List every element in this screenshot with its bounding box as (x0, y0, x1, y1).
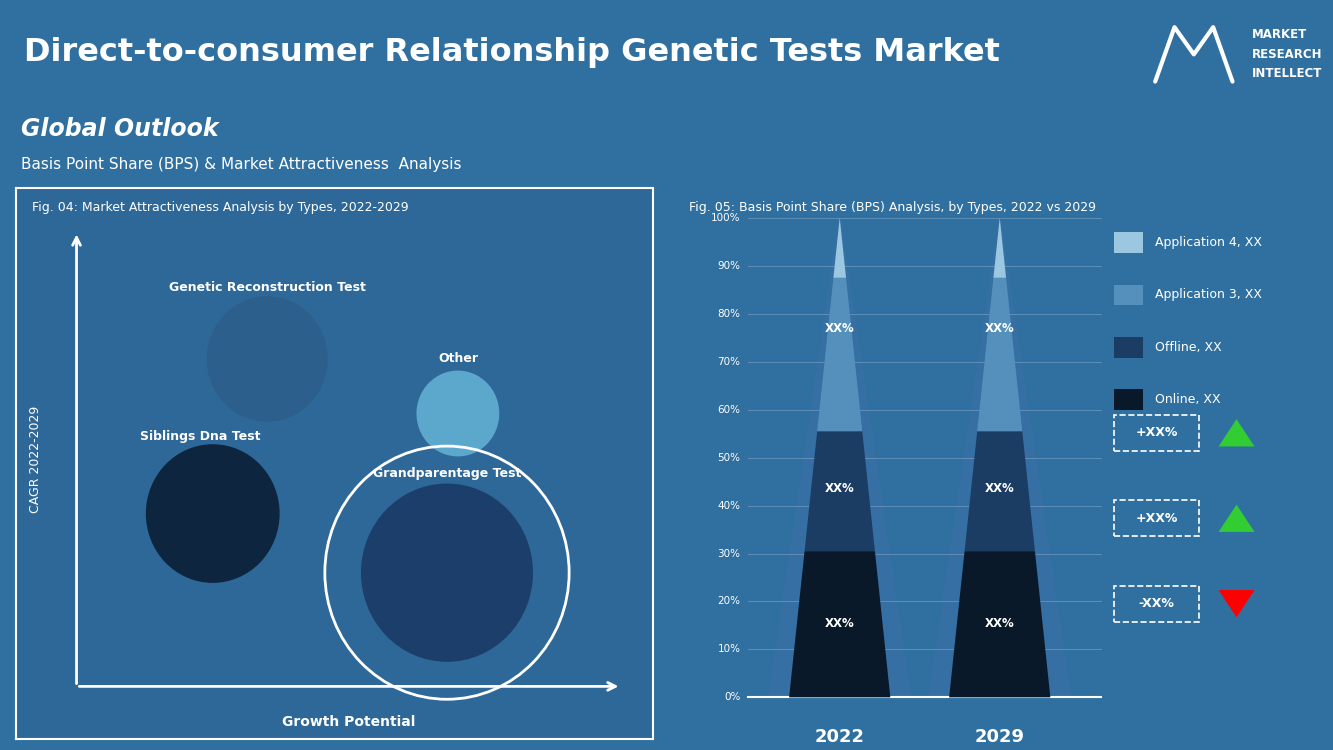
Text: 20%: 20% (717, 596, 740, 607)
Text: -XX%: -XX% (1138, 597, 1174, 610)
Text: Siblings Dna Test: Siblings Dna Test (140, 430, 260, 443)
Text: +XX%: +XX% (1136, 426, 1177, 439)
Text: Genetic Reconstruction Test: Genetic Reconstruction Test (169, 280, 365, 294)
Ellipse shape (207, 296, 328, 422)
Text: XX%: XX% (985, 616, 1014, 629)
Text: 100%: 100% (710, 213, 740, 223)
Polygon shape (977, 278, 1022, 431)
Text: 2022: 2022 (814, 728, 865, 746)
Polygon shape (1218, 590, 1254, 617)
Text: Application 3, XX: Application 3, XX (1156, 289, 1262, 302)
Text: Direct-to-consumer Relationship Genetic Tests Market: Direct-to-consumer Relationship Genetic … (24, 37, 1000, 68)
Polygon shape (817, 278, 862, 431)
FancyBboxPatch shape (1114, 389, 1144, 410)
Text: XX%: XX% (825, 482, 854, 495)
Polygon shape (789, 551, 890, 698)
Polygon shape (768, 209, 912, 698)
Text: Growth Potential: Growth Potential (283, 716, 416, 729)
Text: +XX%: +XX% (1136, 512, 1177, 525)
Text: 60%: 60% (717, 405, 740, 415)
Text: 10%: 10% (717, 644, 740, 655)
FancyBboxPatch shape (1114, 284, 1144, 305)
Text: RESEARCH: RESEARCH (1252, 48, 1322, 61)
Text: Online, XX: Online, XX (1156, 393, 1221, 406)
Text: XX%: XX% (825, 322, 854, 334)
Text: XX%: XX% (985, 482, 1014, 495)
Text: XX%: XX% (985, 322, 1014, 334)
Ellipse shape (361, 484, 533, 662)
Text: Fig. 05: Basis Point Share (BPS) Analysis, by Types, 2022 vs 2029: Fig. 05: Basis Point Share (BPS) Analysi… (689, 201, 1097, 214)
Ellipse shape (145, 444, 280, 583)
Polygon shape (833, 217, 846, 278)
Ellipse shape (416, 370, 500, 457)
FancyBboxPatch shape (1114, 337, 1144, 358)
Text: 50%: 50% (717, 452, 740, 463)
Text: MARKET: MARKET (1252, 28, 1308, 41)
Text: 30%: 30% (717, 548, 740, 559)
Polygon shape (1218, 419, 1254, 446)
Text: Global Outlook: Global Outlook (21, 117, 219, 141)
Text: INTELLECT: INTELLECT (1252, 68, 1322, 80)
Text: Other: Other (437, 352, 477, 365)
Polygon shape (805, 431, 874, 551)
Text: 90%: 90% (717, 261, 740, 271)
Polygon shape (1218, 505, 1254, 532)
Text: 80%: 80% (717, 309, 740, 319)
Text: Basis Point Share (BPS) & Market Attractiveness  Analysis: Basis Point Share (BPS) & Market Attract… (21, 157, 461, 172)
Text: 0%: 0% (724, 692, 740, 703)
Text: 40%: 40% (717, 500, 740, 511)
Text: Grandparentage Test: Grandparentage Test (373, 467, 521, 480)
FancyBboxPatch shape (1114, 232, 1144, 253)
Text: CAGR 2022-2029: CAGR 2022-2029 (28, 405, 41, 512)
Text: XX%: XX% (825, 616, 854, 629)
Text: 2029: 2029 (974, 728, 1025, 746)
Polygon shape (928, 209, 1072, 698)
Text: 70%: 70% (717, 357, 740, 367)
Text: Fig. 04: Market Attractiveness Analysis by Types, 2022-2029: Fig. 04: Market Attractiveness Analysis … (32, 201, 408, 214)
Text: Application 4, XX: Application 4, XX (1156, 236, 1262, 249)
Polygon shape (993, 217, 1006, 278)
Text: Offline, XX: Offline, XX (1156, 340, 1222, 354)
Polygon shape (965, 431, 1034, 551)
Polygon shape (949, 551, 1050, 698)
